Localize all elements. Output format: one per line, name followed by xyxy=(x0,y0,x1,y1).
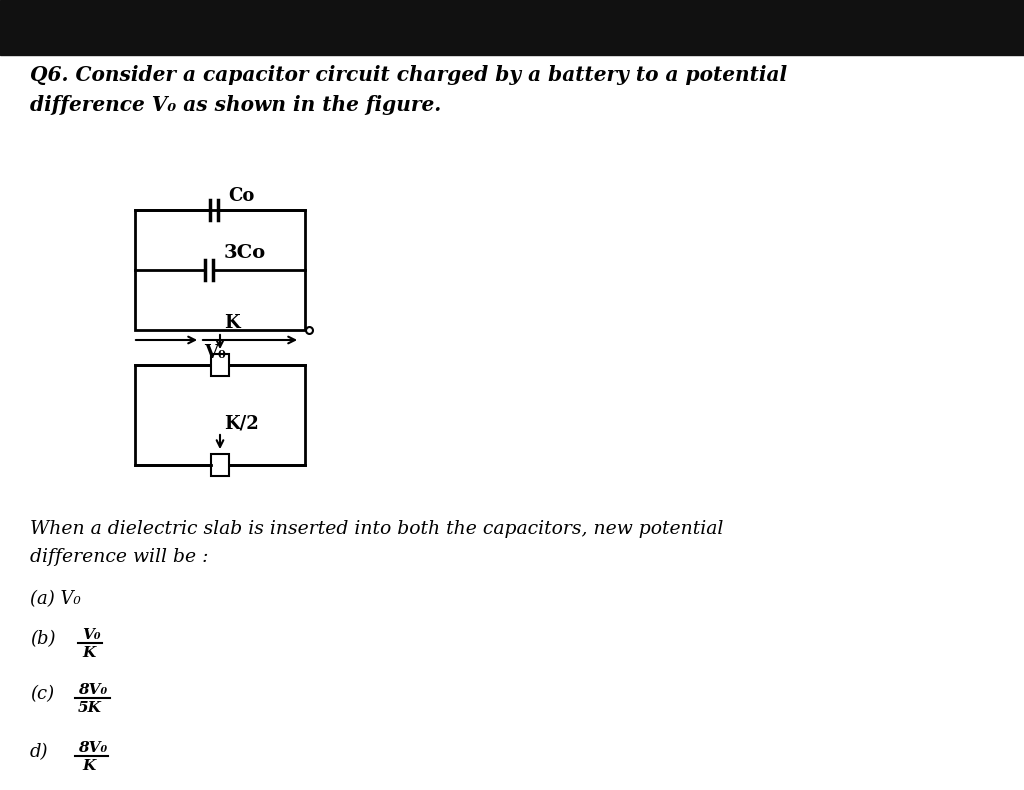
Text: 3Co: 3Co xyxy=(224,244,266,262)
Text: (b): (b) xyxy=(30,630,55,648)
Bar xyxy=(0,0,1024,55)
Text: K: K xyxy=(82,759,95,773)
Bar xyxy=(211,354,229,376)
Bar xyxy=(135,365,305,465)
Text: 8V₀: 8V₀ xyxy=(78,683,108,697)
Text: difference V₀ as shown in the figure.: difference V₀ as shown in the figure. xyxy=(30,95,441,115)
Text: When a dielectric slab is inserted into both the capacitors, new potential: When a dielectric slab is inserted into … xyxy=(30,520,723,538)
Text: (a) V₀: (a) V₀ xyxy=(30,590,81,608)
Text: difference will be :: difference will be : xyxy=(30,548,209,566)
Text: K: K xyxy=(224,314,240,332)
Text: V₀: V₀ xyxy=(82,628,100,642)
Bar xyxy=(211,454,229,476)
Text: d): d) xyxy=(30,743,48,761)
Bar xyxy=(135,210,305,330)
Text: K: K xyxy=(82,646,95,660)
Text: (c): (c) xyxy=(30,685,54,703)
Text: Q6. Consider a capacitor circuit charged by a battery to a potential: Q6. Consider a capacitor circuit charged… xyxy=(30,65,787,85)
Text: Co: Co xyxy=(228,187,254,205)
Text: 5K: 5K xyxy=(78,701,101,715)
Text: K/2: K/2 xyxy=(224,414,259,432)
Text: 8V₀: 8V₀ xyxy=(78,741,108,755)
Text: V₀: V₀ xyxy=(204,344,226,362)
